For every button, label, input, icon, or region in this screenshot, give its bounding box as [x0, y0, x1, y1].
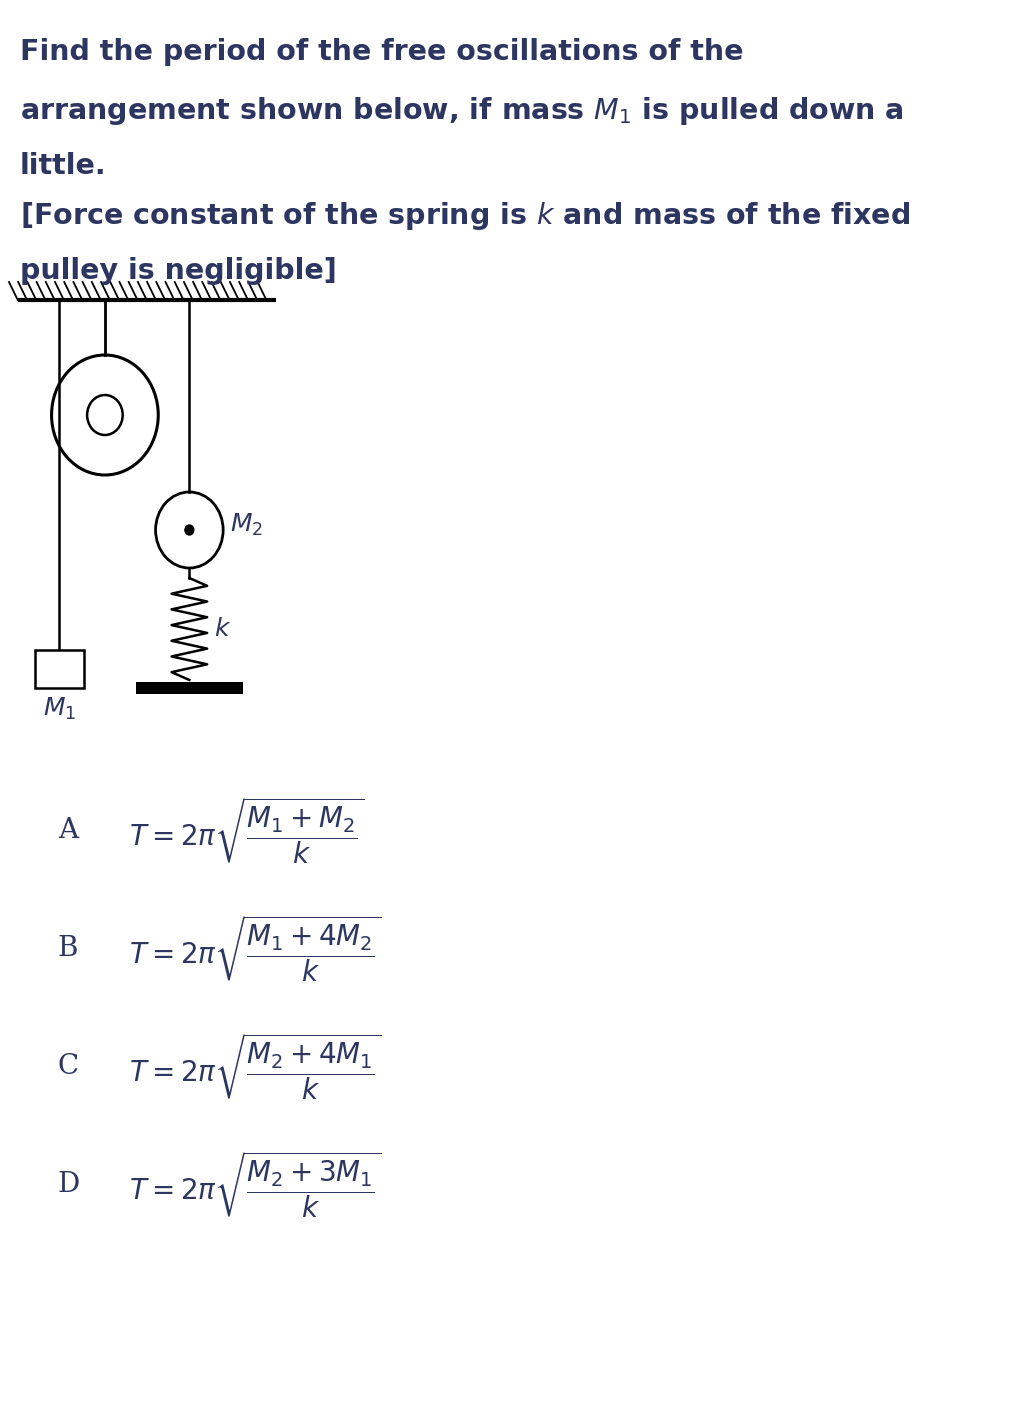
Text: $M_2$: $M_2$ — [230, 512, 263, 538]
Text: $M_1$: $M_1$ — [43, 696, 76, 722]
Text: $T = 2\pi\sqrt{\dfrac{M_1 + M_2}{k}}$: $T = 2\pi\sqrt{\dfrac{M_1 + M_2}{k}}$ — [129, 796, 365, 865]
Text: D: D — [57, 1171, 80, 1198]
Text: A: A — [57, 817, 78, 844]
Text: Find the period of the free oscillations of the: Find the period of the free oscillations… — [19, 38, 743, 66]
Text: $k$: $k$ — [214, 618, 231, 641]
Circle shape — [185, 525, 194, 535]
Text: $T = 2\pi\sqrt{\dfrac{M_2 + 3M_1}{k}}$: $T = 2\pi\sqrt{\dfrac{M_2 + 3M_1}{k}}$ — [129, 1149, 382, 1219]
Text: $T = 2\pi\sqrt{\dfrac{M_2 + 4M_1}{k}}$: $T = 2\pi\sqrt{\dfrac{M_2 + 4M_1}{k}}$ — [129, 1031, 382, 1101]
Text: [Force constant of the spring is $k$ and mass of the fixed: [Force constant of the spring is $k$ and… — [19, 200, 909, 231]
Bar — [136, 682, 243, 694]
Text: little.: little. — [19, 152, 106, 181]
Text: pulley is negligible]: pulley is negligible] — [19, 257, 337, 285]
Text: arrangement shown below, if mass $M_1$ is pulled down a: arrangement shown below, if mass $M_1$ i… — [19, 95, 903, 127]
Text: C: C — [57, 1053, 79, 1079]
Text: B: B — [57, 934, 78, 961]
Bar — [35, 650, 84, 689]
Text: $T = 2\pi\sqrt{\dfrac{M_1 + 4M_2}{k}}$: $T = 2\pi\sqrt{\dfrac{M_1 + 4M_2}{k}}$ — [129, 913, 382, 983]
